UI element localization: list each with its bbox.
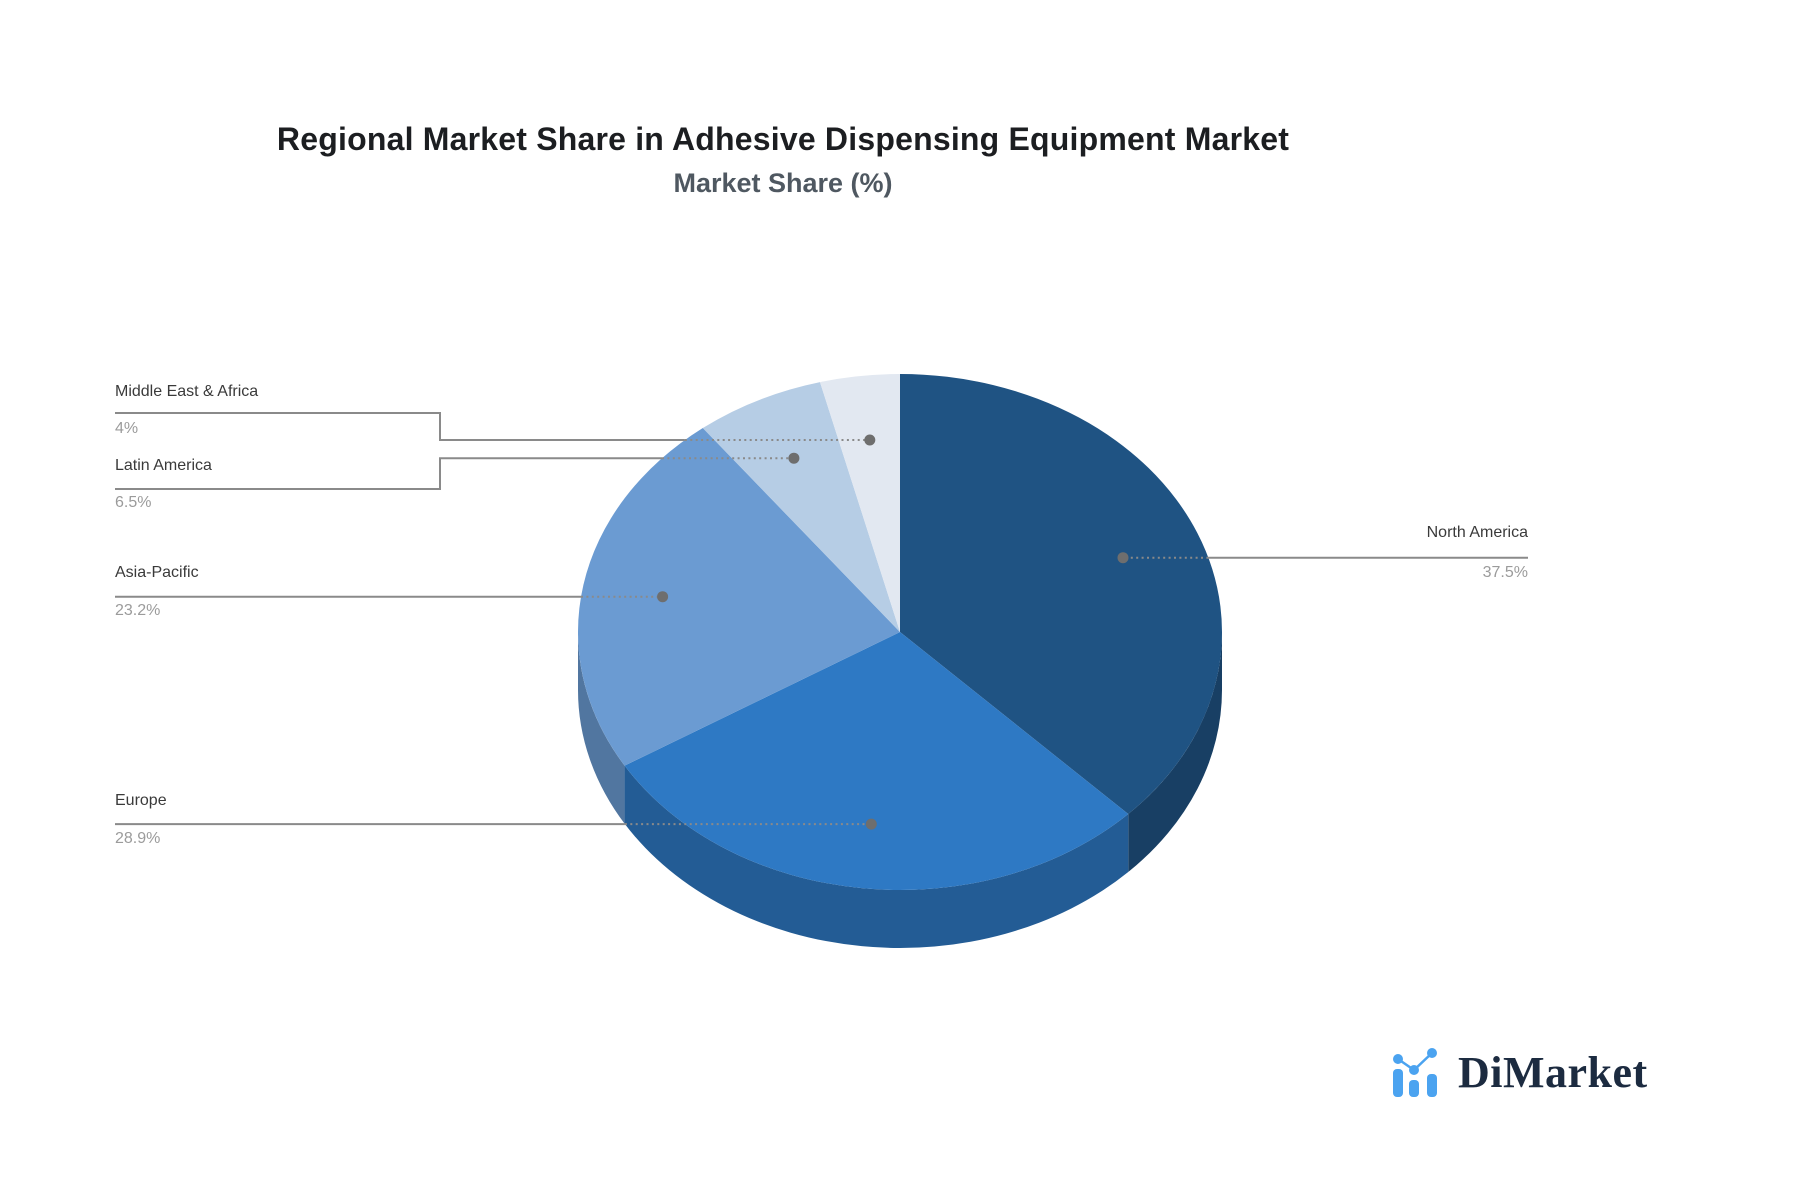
leader-line-middle-east-and-africa [115,412,685,441]
pie-slice-side-europe [624,765,1129,948]
leader-dot-north-america [1117,552,1129,564]
slice-label-north-america: North America [1426,524,1528,541]
slice-label-latin-america: Latin America [115,457,212,474]
brand-logo: DiMarket [1388,1044,1648,1100]
pie-slice-asia-pacific [578,428,900,766]
leader-line-latin-america [115,457,662,490]
slice-value-europe: 28.9% [115,830,161,847]
pie-slice-europe [624,632,1129,890]
chart-title: Regional Market Share in Adhesive Dispen… [276,121,1290,157]
chart-subtitle: Market Share (%) [673,168,893,198]
leader-dot-europe [865,818,877,830]
leader-dot-asia-pacific [657,591,669,603]
pie-slice-middle-east-and-africa [820,374,900,632]
pie-slice-side-asia-pacific [578,632,625,824]
leader-dot-latin-america [788,452,800,464]
leader-dot-middle-east-and-africa [864,434,876,446]
pie-slice-latin-america [702,382,900,632]
bar-chart-trend-icon [1393,1048,1437,1097]
pie-slice-side-north-america [1128,632,1222,873]
slice-value-north-america: 37.5% [1482,564,1528,581]
slice-label-middle-east-africa: Middle East & Africa [115,383,259,400]
slice-value-middle-east-africa: 4% [115,420,139,437]
slice-value-latin-america: 6.5% [115,494,152,511]
slice-label-europe: Europe [115,792,167,809]
pie-slice-north-america [900,374,1223,815]
brand-name: DiMarket [1458,1047,1648,1097]
slice-label-asia-pacific: Asia-Pacific [115,564,199,581]
slice-value-asia-pacific: 23.2% [115,602,161,619]
